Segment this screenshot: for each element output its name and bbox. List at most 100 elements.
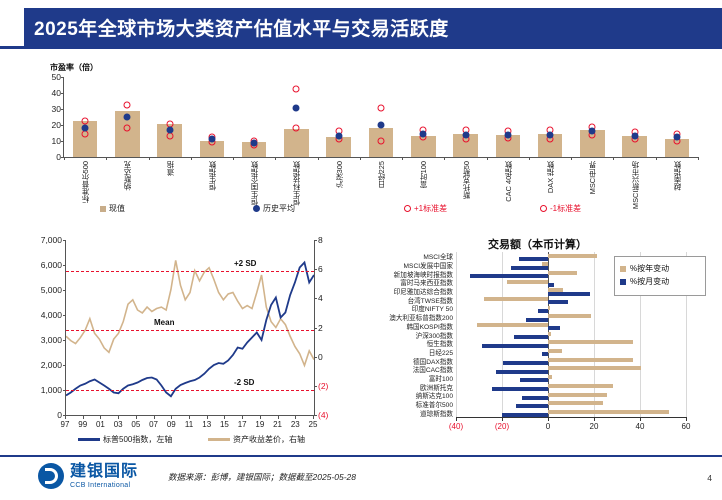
pe-x-tick (528, 157, 530, 160)
turnover-x-tick-label: (40) (448, 422, 464, 431)
line-right-tick (314, 385, 317, 387)
line-x-tick-label: 03 (113, 420, 123, 429)
line-x-tick-label: 97 (60, 420, 70, 429)
line-left-tick-label: 2,000 (40, 360, 62, 370)
pe-category-label: 纳斯达克 (122, 161, 133, 196)
line-series-sp500 (65, 260, 315, 398)
pe-x-tick (444, 157, 446, 160)
line-left-tick (63, 265, 66, 266)
pe-y-tick-mark (61, 109, 64, 110)
turnover-category-label: 富时100 (428, 375, 453, 383)
pe-bar (622, 135, 647, 157)
turnover-category-label: 印尼雅加达综合指数 (393, 289, 453, 297)
turnover-x-axis (456, 417, 687, 418)
line-x-tick (100, 416, 102, 419)
turnover-x-tick-label: (20) (494, 422, 510, 431)
line-right-tick-label: (4) (318, 410, 329, 420)
source-note: 数据来源：彭博，建银国际；数据截至2025-05-28 (168, 472, 356, 482)
line-right-tick (314, 327, 317, 329)
title-underline (0, 46, 722, 49)
pe-y-tick-mark (61, 125, 64, 126)
turnover-bar-yoy (548, 357, 633, 362)
line-x-tick (118, 416, 120, 419)
pe-x-tick (190, 157, 192, 160)
line-left-tick (63, 240, 66, 241)
pe-minus1sd-marker (377, 137, 385, 145)
pe-valuation-chart: 市盈率（倍） 0 10 20 30 40 50 现值 历史平均 +1标准差 -1标准差 标准普尔… (0, 55, 722, 220)
line-x-tick-label: 11 (184, 420, 194, 429)
sd-ring-icon (540, 205, 547, 212)
pe-legend-label: 现值 (109, 204, 125, 213)
turnover-bar-yoy (548, 331, 552, 336)
line-left-tick-label: 5,000 (40, 285, 62, 295)
pe-bar (495, 134, 521, 157)
slide-footer: 建银国际 CCB International 数据来源：彭博，建银国际；数据截至… (0, 455, 722, 500)
pe-x-tick (106, 157, 108, 160)
turnover-x-tick (548, 418, 549, 421)
ccb-logo: 建银国际 CCB International (38, 463, 138, 489)
line-legend: 标普500指数，左轴 资产收益差价，右轴 (18, 434, 373, 446)
pe-x-tick (359, 157, 361, 160)
turnover-bar-mom (526, 317, 548, 322)
pe-legend-item-2: +1标准差 (404, 203, 447, 214)
pe-minus1sd-marker (81, 130, 89, 138)
turnover-bar-mom (469, 274, 548, 279)
pe-category-label: 标准普尔500 (80, 161, 91, 208)
turnover-bar-mom (537, 308, 548, 313)
pe-historical-average-marker (81, 124, 89, 132)
turnover-bar-yoy (548, 375, 553, 380)
pe-x-tick (613, 157, 615, 160)
pe-y-tick-label: 30 (51, 104, 61, 114)
pe-x-tick (148, 157, 150, 160)
pe-y-tick-mark (61, 141, 64, 142)
pe-historical-average-marker (588, 127, 596, 135)
pe-category-text: 恒生科技指数 (292, 161, 302, 206)
line-legend-swatch (78, 438, 100, 441)
pe-category-text: 恒生国企指数 (250, 161, 260, 206)
page-title: 2025年全球市场大类资产估值水平与交易活跃度 (34, 18, 449, 40)
line-right-tick-label: 8 (318, 235, 323, 245)
line-x-tick-label: 05 (131, 420, 141, 429)
pe-y-tick-label: 50 (51, 72, 61, 82)
turnover-bar-mom (548, 282, 555, 287)
line-x-tick-label: 07 (149, 420, 159, 429)
turnover-bar-yoy (548, 383, 613, 388)
pe-bar (241, 141, 267, 157)
turnover-legend-item-1: %按月变动 (620, 276, 700, 287)
line-sd-band-0 (66, 270, 314, 272)
pe-minus1sd-marker (166, 132, 174, 140)
pe-axis-unit-label: 市盈率（倍） (50, 63, 98, 72)
turnover-x-tick-label: 20 (589, 422, 599, 431)
pe-y-axis (63, 77, 64, 157)
line-x-tick-label: 23 (290, 420, 300, 429)
turnover-bar-mom (519, 256, 548, 261)
line-x-tick (189, 416, 190, 419)
turnover-bar-mom (521, 395, 548, 400)
turnover-bar-yoy (548, 409, 670, 414)
turnover-x-tick (686, 418, 687, 421)
line-left-tick (63, 365, 66, 366)
pe-category-label: 恒生指数 (207, 161, 218, 196)
pe-x-tick (402, 157, 404, 160)
line-x-tick (295, 416, 297, 419)
pe-bar (453, 134, 478, 157)
line-x-tick (82, 416, 84, 419)
line-left-tick-label: 4,000 (40, 310, 62, 320)
line-sd-band-1 (66, 330, 314, 332)
line-right-tick (314, 356, 317, 358)
line-x-tick-label: 19 (255, 420, 265, 429)
pe-category-label: 越南指数 (672, 161, 683, 196)
pe-historical-average-marker (546, 131, 554, 139)
line-x-tick-label: 25 (308, 420, 318, 429)
turnover-legend-swatch (620, 265, 626, 272)
pe-category-text: MSCI新兴市场 (630, 161, 640, 210)
line-legend-item-0: 标普500指数，左轴 (78, 434, 172, 445)
line-x-tick-label: 13 (202, 420, 212, 429)
pe-x-tick (317, 157, 319, 160)
line-left-tick-label: 1,000 (40, 385, 62, 395)
line-right-tick-label: 6 (318, 264, 323, 275)
pe-category-label: 日经225 (376, 161, 387, 193)
pe-legend-item-3: -1标准差 (540, 203, 581, 214)
pe-category-text: 斯托克斯50 (461, 161, 471, 199)
turnover-category-label: MSCI发展中国家 (403, 263, 453, 271)
